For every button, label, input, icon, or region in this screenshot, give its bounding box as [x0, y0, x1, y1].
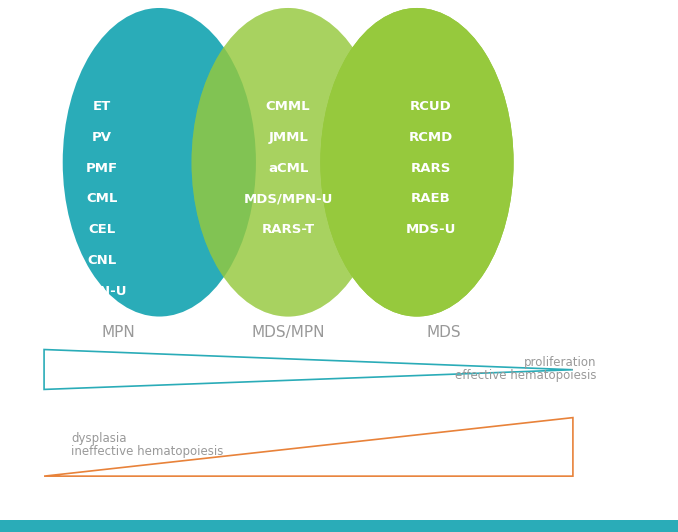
- Text: MDS-U: MDS-U: [405, 223, 456, 236]
- Ellipse shape: [62, 8, 256, 317]
- Text: MPN: MPN: [102, 325, 136, 340]
- Text: RCUD: RCUD: [410, 100, 452, 113]
- Text: PV: PV: [92, 131, 112, 144]
- Text: RARS: RARS: [410, 162, 451, 174]
- Text: dysplasia: dysplasia: [71, 433, 127, 445]
- Ellipse shape: [320, 8, 513, 317]
- Text: effective hematopoiesis: effective hematopoiesis: [455, 369, 597, 382]
- Text: RAEB: RAEB: [411, 193, 450, 205]
- Text: ET: ET: [93, 100, 111, 113]
- Ellipse shape: [191, 8, 385, 317]
- Text: MDS/MPN-U: MDS/MPN-U: [243, 193, 333, 205]
- Ellipse shape: [191, 8, 385, 317]
- Text: CML: CML: [86, 193, 117, 205]
- Text: MPN-U: MPN-U: [77, 285, 127, 298]
- Text: JMML: JMML: [268, 131, 308, 144]
- Text: proliferation: proliferation: [524, 356, 597, 369]
- Text: CNL: CNL: [87, 254, 117, 267]
- Text: aCML: aCML: [268, 162, 308, 174]
- Text: PMF: PMF: [85, 162, 118, 174]
- Text: MDS/MPN: MDS/MPN: [252, 325, 325, 340]
- Text: CMML: CMML: [266, 100, 311, 113]
- Text: ineffective hematopoiesis: ineffective hematopoiesis: [71, 445, 224, 458]
- Text: MDS: MDS: [426, 325, 462, 340]
- Text: RCMD: RCMD: [408, 131, 453, 144]
- Text: RARS-T: RARS-T: [262, 223, 315, 236]
- Ellipse shape: [320, 8, 513, 317]
- Bar: [0, 520, 678, 532]
- Text: CEL: CEL: [88, 223, 115, 236]
